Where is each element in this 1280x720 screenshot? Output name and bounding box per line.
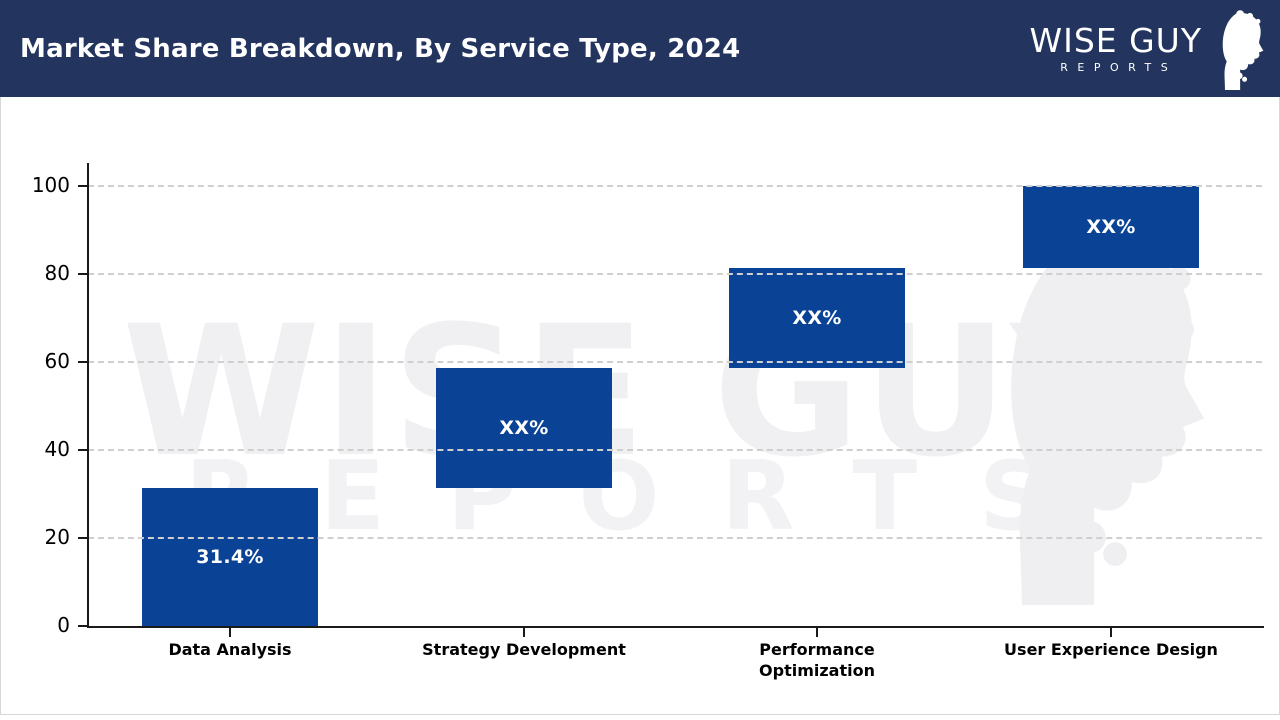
bar-value-label: XX% xyxy=(792,306,842,329)
x-category-label: Data Analysis xyxy=(168,640,292,659)
x-category-label: User Experience Design xyxy=(1004,640,1218,659)
x-axis-line xyxy=(87,626,1264,628)
x-tick-0 xyxy=(229,628,231,637)
bar-value-label: XX% xyxy=(1086,215,1136,238)
bar-value-label: 31.4% xyxy=(196,545,264,568)
y-tick-label-100: 100 xyxy=(31,173,70,197)
bar-strategy-development: XX% xyxy=(436,368,612,488)
watermark-wordmark: WISE GUY xyxy=(122,288,1144,497)
y-tick-20 xyxy=(78,537,87,539)
bar-data-analysis: 31.4% xyxy=(142,487,318,626)
y-tick-60 xyxy=(78,361,87,363)
bar-performance-optimization: XX% xyxy=(729,267,905,369)
y-tick-label-0: 0 xyxy=(57,613,70,637)
chart-title: Market Share Breakdown, By Service Type,… xyxy=(20,33,741,64)
x-category-label: Performance Optimization xyxy=(759,640,875,680)
gridline-100 xyxy=(88,185,1262,187)
bar-user-experience-design: XX% xyxy=(1023,186,1199,268)
x-tick-1 xyxy=(523,628,525,637)
y-tick-label-80: 80 xyxy=(44,261,70,285)
gridline-20 xyxy=(88,537,1262,539)
x-tick-3 xyxy=(1110,628,1112,637)
logo-head-icon xyxy=(1222,10,1264,90)
y-tick-100 xyxy=(78,185,87,187)
gridline-60 xyxy=(88,361,1262,363)
bar-value-label: XX% xyxy=(499,416,549,439)
y-tick-label-40: 40 xyxy=(44,437,70,461)
header-bar: Market Share Breakdown, By Service Type,… xyxy=(0,0,1280,97)
x-category-label: Strategy Development xyxy=(422,640,626,659)
gridline-80 xyxy=(88,273,1262,275)
logo-text: WISE GUY REPORTS xyxy=(1029,20,1202,75)
wise-guy-logo: WISE GUY REPORTS xyxy=(1029,8,1270,90)
x-tick-2 xyxy=(816,628,818,637)
watermark-subtitle: REPORTS xyxy=(185,442,1110,552)
y-tick-80 xyxy=(78,273,87,275)
logo-wordmark: WISE GUY xyxy=(1029,20,1202,60)
y-tick-label-20: 20 xyxy=(44,525,70,549)
y-tick-label-60: 60 xyxy=(44,349,70,373)
y-axis-line xyxy=(87,163,89,628)
y-tick-40 xyxy=(78,449,87,451)
logo-subtitle: REPORTS xyxy=(1060,61,1178,75)
y-tick-0 xyxy=(78,625,87,627)
gridline-40 xyxy=(88,449,1262,451)
